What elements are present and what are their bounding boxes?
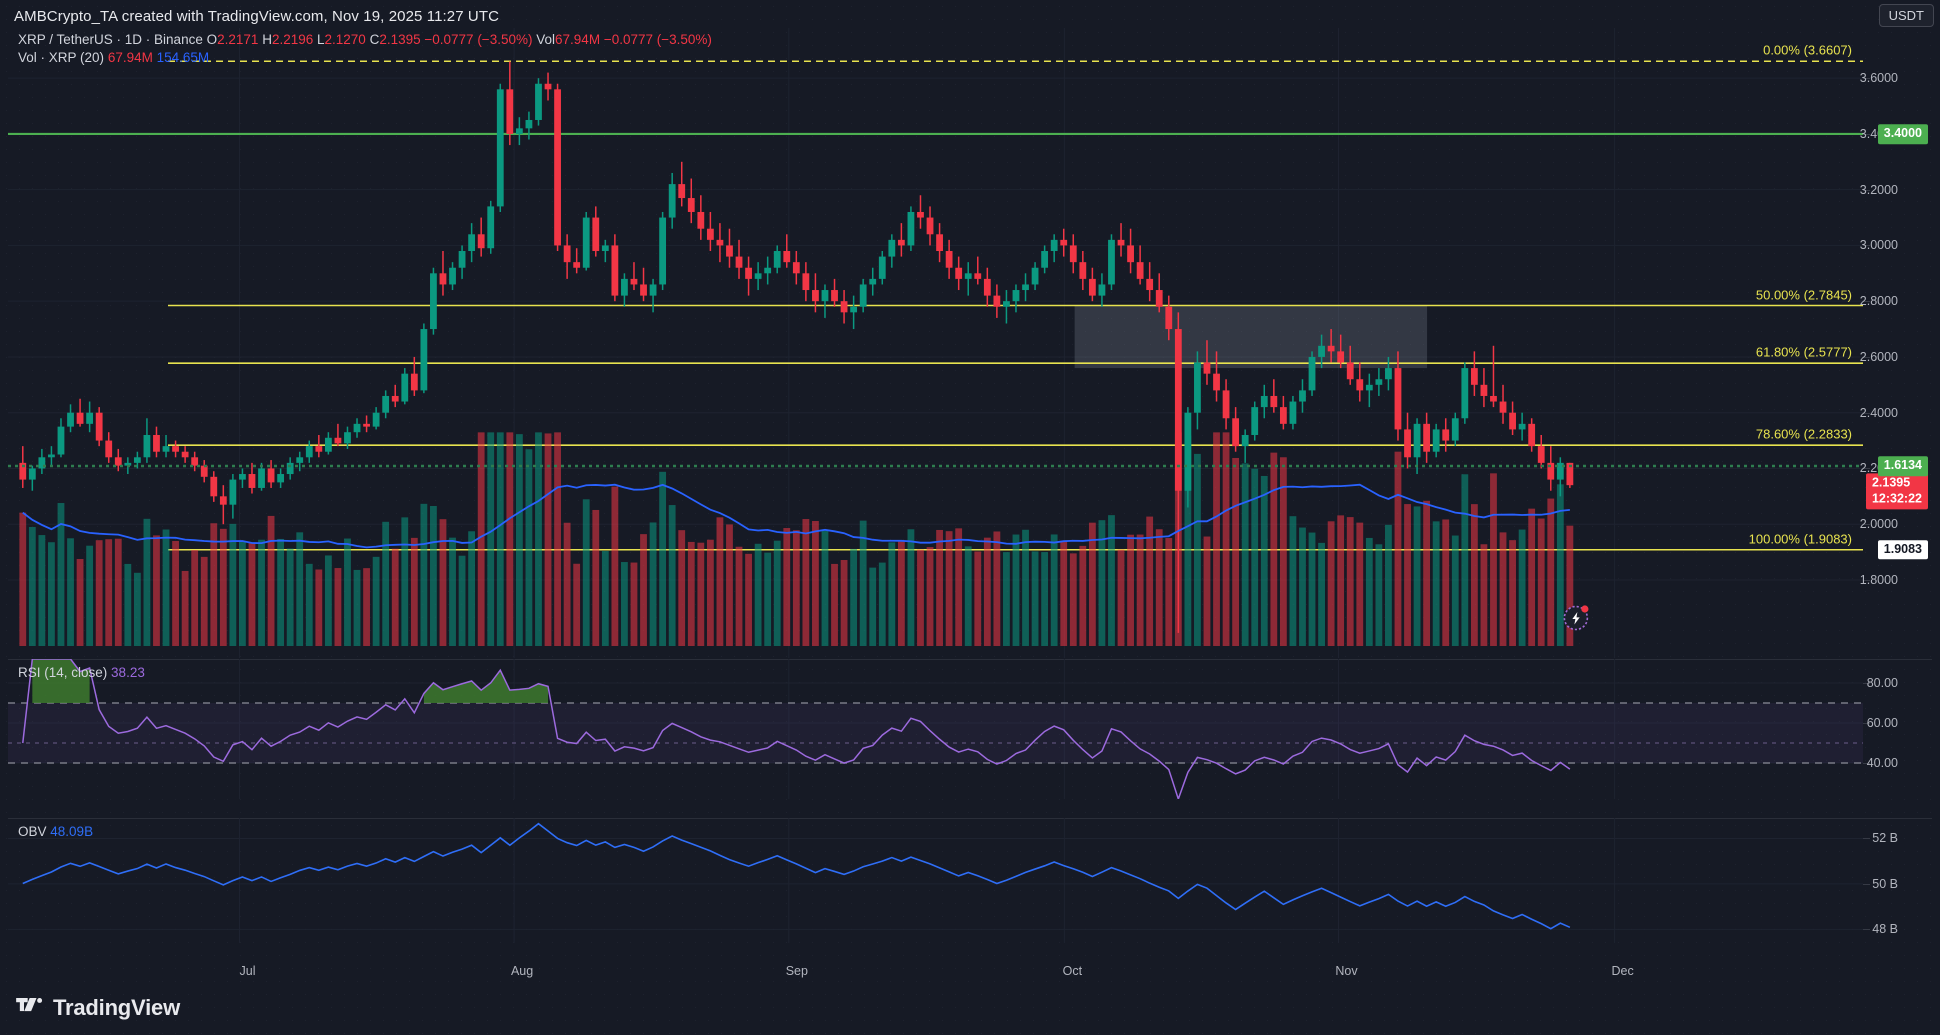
price-tick-label: 3.0000 <box>1859 238 1898 253</box>
axis-tick <box>1863 723 1870 724</box>
axis-tick <box>1863 356 1870 358</box>
time-tick-label: Jul <box>239 964 256 978</box>
axis-tick <box>1863 883 1870 885</box>
axis-tick <box>1863 763 1870 764</box>
price-tick-label: 2.4000 <box>1859 405 1898 420</box>
fib-level-label: 0.00% (3.6607) <box>1763 42 1852 58</box>
axis-tick <box>1863 683 1870 684</box>
fib-level-label: 78.60% (2.2833) <box>1755 426 1852 442</box>
pane-divider-obv <box>8 818 1932 819</box>
price-tick-label: 2.8000 <box>1859 294 1898 309</box>
rsi-plot-area[interactable] <box>8 659 1863 799</box>
time-tick-label: Nov <box>1335 964 1358 978</box>
time-tick-label: Aug <box>510 964 534 978</box>
price-plot-area[interactable] <box>8 28 1863 658</box>
obv-tick-label: 48 B <box>1872 922 1898 937</box>
watermark-attribution: AMBCrypto_TA created with TradingView.co… <box>14 8 500 25</box>
price-tick-label: 2.6000 <box>1859 349 1898 364</box>
rsi-tick-label: 80.00 <box>1866 676 1898 690</box>
fib-level-label: 50.00% (2.7845) <box>1755 287 1852 302</box>
price-tick-label: 3.6000 <box>1859 71 1898 86</box>
axis-tick <box>1863 301 1870 303</box>
fib-level-label: 100.00% (1.9083) <box>1748 531 1852 547</box>
obv-tick-label: 50 B <box>1872 876 1898 891</box>
axis-tick <box>1863 929 1870 931</box>
axis-tick <box>1863 133 1870 135</box>
rsi-pane[interactable]: 80.00 60.00 40.00 RSI (14, close) 38.23 <box>8 659 1932 799</box>
time-tick-label: Dec <box>1611 964 1634 978</box>
chart-frame: 3.6000 3.4000 3.2000 3.0000 2.8000 2.6000 2.40… <box>8 28 1932 968</box>
rsi-tick-label: 60.00 <box>1866 716 1898 730</box>
time-tick-label: Oct <box>1062 964 1083 978</box>
tradingview-logo: TradingView <box>16 995 180 1021</box>
axis-tick <box>1863 412 1870 414</box>
axis-tick <box>1863 468 1870 470</box>
axis-tick <box>1863 579 1870 581</box>
obv-tick-label: 52 B <box>1872 831 1898 846</box>
obv-plot-area[interactable] <box>8 818 1863 943</box>
time-axis[interactable]: Jul Aug Sep Oct Nov Dec <box>8 960 1932 990</box>
price-tick-label: 3.2000 <box>1859 182 1898 197</box>
axis-tick <box>1863 78 1870 80</box>
tradingview-logo-text: TradingView <box>53 995 180 1020</box>
fib-price-badge[interactable]: 1.9083 <box>1877 539 1928 560</box>
fib-level-label: 61.80% (2.5777) <box>1755 344 1852 360</box>
time-tick-label: Sep <box>785 964 808 978</box>
last-price-badge[interactable]: 2.1395 12:32:22 <box>1865 473 1928 509</box>
axis-tick <box>1863 189 1870 191</box>
green-level-badge[interactable]: 3.4000 <box>1877 124 1928 144</box>
price-pane[interactable]: 3.6000 3.4000 3.2000 3.0000 2.8000 2.6000 2.40… <box>8 28 1932 658</box>
price-tick-label: 1.8000 <box>1859 572 1898 587</box>
axis-tick <box>1863 524 1870 526</box>
rsi-axis[interactable]: 80.00 60.00 40.00 <box>1863 659 1932 799</box>
obv-pane[interactable]: 52 B 50 B 48 B OBV 48.09B <box>8 818 1932 943</box>
price-axis[interactable]: 3.6000 3.4000 3.2000 3.0000 2.8000 2.6000 2.40… <box>1859 28 1932 658</box>
axis-tick <box>1863 838 1870 840</box>
axis-tick <box>1863 245 1870 247</box>
tradingview-logo-icon <box>16 998 43 1012</box>
pane-divider-rsi <box>8 659 1932 660</box>
countdown-timer: 12:32:22 <box>1871 491 1922 506</box>
currency-badge: USDT <box>1878 4 1934 27</box>
price-tick-label: 2.0000 <box>1859 517 1898 532</box>
rsi-tick-label: 40.00 <box>1866 756 1898 770</box>
obv-axis[interactable]: 52 B 50 B 48 B <box>1863 818 1932 943</box>
volume-threshold-badge[interactable]: 1.6134 <box>1877 456 1928 476</box>
